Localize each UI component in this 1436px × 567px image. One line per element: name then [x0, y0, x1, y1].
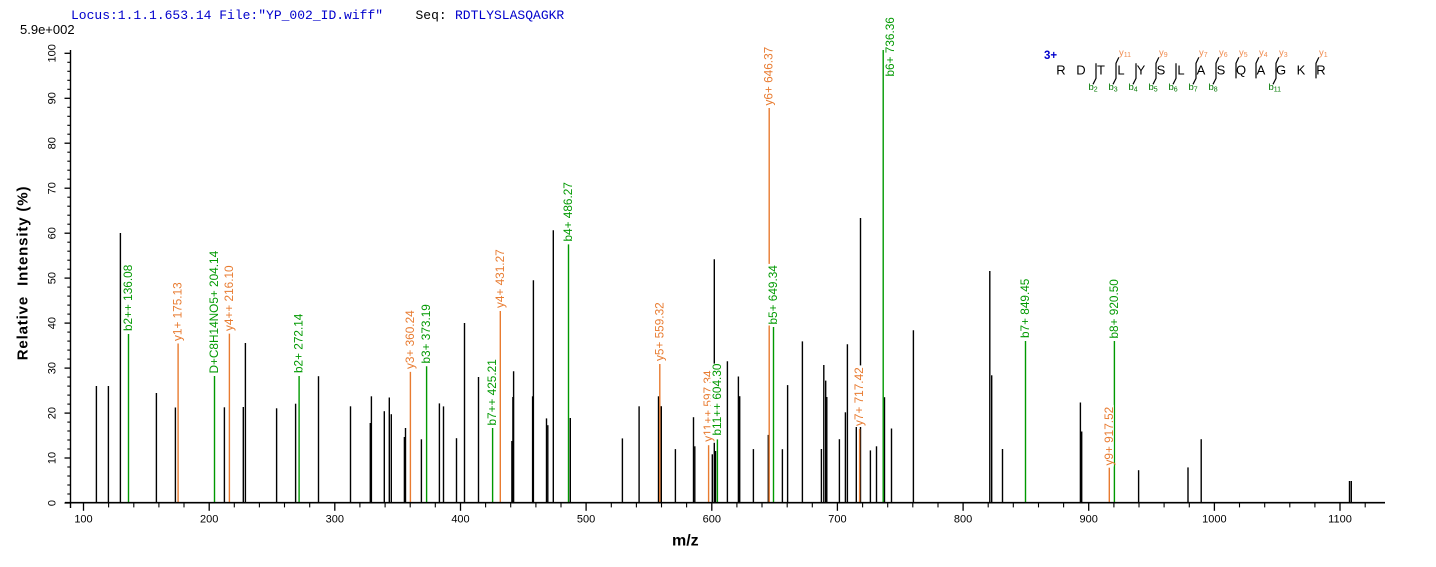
svg-text:b6: b6 — [1169, 82, 1178, 94]
svg-text:100: 100 — [47, 44, 59, 62]
svg-text:Y: Y — [1137, 62, 1146, 77]
svg-text:y6: y6 — [1219, 48, 1228, 60]
svg-text:b3: b3 — [1109, 82, 1118, 94]
svg-text:b7+ 849.45: b7+ 849.45 — [1018, 278, 1032, 338]
svg-text:b7++ 425.21: b7++ 425.21 — [485, 359, 499, 425]
svg-text:b5+ 649.34: b5+ 649.34 — [766, 265, 780, 325]
svg-text:40: 40 — [47, 317, 59, 329]
svg-text:50: 50 — [47, 272, 59, 284]
svg-text:y4++ 216.10: y4++ 216.10 — [222, 265, 236, 331]
svg-text:b11: b11 — [1269, 82, 1282, 94]
svg-text:RDTLYSLASQAGKR: RDTLYSLASQAGKR — [455, 8, 564, 23]
svg-text:Locus:1.1.1.653.14 File:"YP_00: Locus:1.1.1.653.14 File:"YP_002_ID.wiff" — [71, 8, 383, 23]
svg-text:30: 30 — [47, 362, 59, 374]
svg-text:3+: 3+ — [1044, 50, 1057, 62]
svg-text:y6+ 646.37: y6+ 646.37 — [762, 47, 776, 106]
svg-text:1100: 1100 — [1328, 514, 1352, 526]
svg-text:b8+ 920.50: b8+ 920.50 — [1107, 279, 1121, 339]
svg-text:y5: y5 — [1239, 48, 1248, 60]
svg-text:b8: b8 — [1209, 82, 1218, 94]
svg-text:b4: b4 — [1129, 82, 1138, 94]
svg-text:D: D — [1076, 62, 1085, 77]
svg-text:700: 700 — [828, 514, 846, 526]
svg-text:Seq:: Seq: — [416, 8, 447, 23]
svg-text:R: R — [1316, 62, 1325, 77]
svg-text:K: K — [1297, 62, 1306, 77]
svg-text:b4+ 486.27: b4+ 486.27 — [561, 182, 575, 241]
svg-text:Q: Q — [1236, 62, 1246, 77]
svg-text:y9: y9 — [1159, 48, 1168, 60]
svg-text:70: 70 — [47, 182, 59, 194]
svg-text:800: 800 — [954, 514, 972, 526]
svg-text:80: 80 — [47, 137, 59, 149]
svg-text:L: L — [1177, 62, 1184, 77]
svg-text:200: 200 — [200, 514, 218, 526]
svg-text:y9+ 917.52: y9+ 917.52 — [1102, 407, 1116, 466]
svg-text:G: G — [1276, 62, 1286, 77]
svg-text:y3: y3 — [1279, 48, 1288, 60]
svg-text:L: L — [1117, 62, 1124, 77]
svg-text:y1: y1 — [1319, 48, 1328, 60]
svg-text:900: 900 — [1080, 514, 1098, 526]
svg-text:b6+ 736.36: b6+ 736.36 — [883, 17, 897, 77]
svg-text:60: 60 — [47, 227, 59, 239]
svg-text:y4+ 431.27: y4+ 431.27 — [493, 249, 507, 308]
svg-text:y3+ 360.24: y3+ 360.24 — [403, 310, 417, 369]
svg-text:100: 100 — [74, 514, 92, 526]
svg-text:S: S — [1217, 62, 1226, 77]
svg-text:D+C8H14NO5+ 204.14: D+C8H14NO5+ 204.14 — [207, 250, 221, 373]
svg-text:600: 600 — [703, 514, 721, 526]
svg-text:y5+ 559.32: y5+ 559.32 — [652, 302, 666, 361]
svg-text:300: 300 — [326, 514, 344, 526]
svg-text:1000: 1000 — [1202, 514, 1226, 526]
svg-text:y7: y7 — [1199, 48, 1208, 60]
svg-text:y4: y4 — [1259, 48, 1268, 60]
svg-text:Relative Intensity (%): Relative Intensity (%) — [15, 186, 32, 361]
svg-text:10: 10 — [47, 452, 59, 464]
svg-text:5.9e+002: 5.9e+002 — [20, 22, 75, 37]
svg-text:b2++ 136.08: b2++ 136.08 — [121, 264, 135, 331]
svg-text:m/z: m/z — [672, 533, 699, 550]
svg-text:b2: b2 — [1089, 82, 1098, 94]
svg-text:T: T — [1097, 62, 1105, 77]
svg-text:R: R — [1056, 62, 1065, 77]
svg-text:0: 0 — [47, 500, 59, 506]
svg-text:b3+ 373.19: b3+ 373.19 — [419, 304, 433, 363]
svg-text:500: 500 — [577, 514, 595, 526]
svg-text:b11++ 604.30: b11++ 604.30 — [710, 363, 724, 435]
svg-text:20: 20 — [47, 407, 59, 419]
svg-text:b7: b7 — [1189, 82, 1198, 94]
svg-text:b5: b5 — [1149, 82, 1158, 94]
svg-text:90: 90 — [47, 92, 59, 104]
svg-text:y11: y11 — [1119, 48, 1131, 60]
svg-text:S: S — [1157, 62, 1166, 77]
svg-text:b2+ 272.14: b2+ 272.14 — [292, 313, 306, 373]
svg-text:y7+ 717.42: y7+ 717.42 — [852, 367, 866, 426]
svg-text:A: A — [1197, 62, 1206, 77]
svg-text:A: A — [1257, 62, 1266, 77]
svg-text:400: 400 — [451, 514, 469, 526]
svg-text:y1+ 175.13: y1+ 175.13 — [171, 282, 185, 341]
